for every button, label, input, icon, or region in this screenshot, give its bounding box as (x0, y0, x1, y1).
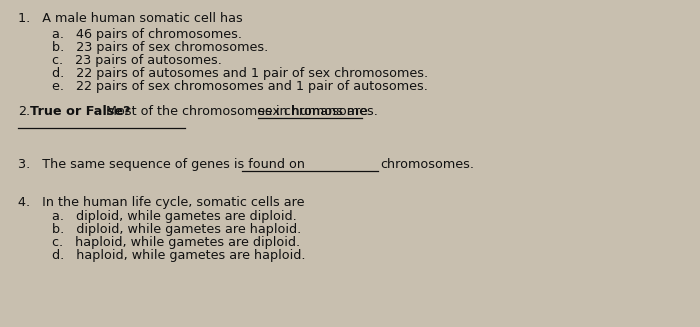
Text: 3.   The same sequence of genes is found on: 3. The same sequence of genes is found o… (18, 158, 309, 171)
Text: 1.   A male human somatic cell has: 1. A male human somatic cell has (18, 12, 243, 25)
Text: a.   46 pairs of chromosomes.: a. 46 pairs of chromosomes. (52, 28, 242, 41)
Text: b.   23 pairs of sex chromosomes.: b. 23 pairs of sex chromosomes. (52, 41, 268, 54)
Text: c.   23 pairs of autosomes.: c. 23 pairs of autosomes. (52, 54, 222, 67)
Text: b.   diploid, while gametes are haploid.: b. diploid, while gametes are haploid. (52, 223, 301, 236)
Text: c.   haploid, while gametes are diploid.: c. haploid, while gametes are diploid. (52, 236, 300, 249)
Text: d.   haploid, while gametes are haploid.: d. haploid, while gametes are haploid. (52, 249, 305, 262)
Text: d.   22 pairs of autosomes and 1 pair of sex chromosomes.: d. 22 pairs of autosomes and 1 pair of s… (52, 67, 428, 80)
Text: True or False?: True or False? (30, 105, 130, 118)
Text: e.   22 pairs of sex chromosomes and 1 pair of autosomes.: e. 22 pairs of sex chromosomes and 1 pai… (52, 80, 428, 93)
Text: a.   diploid, while gametes are diploid.: a. diploid, while gametes are diploid. (52, 210, 297, 223)
Text: 4.   In the human life cycle, somatic cells are: 4. In the human life cycle, somatic cell… (18, 196, 304, 209)
Text: 2.: 2. (18, 105, 30, 118)
Text: chromosomes.: chromosomes. (380, 158, 474, 171)
Text: sex chromosomes.: sex chromosomes. (258, 105, 378, 118)
Text: Most of the chromosomes in humans are: Most of the chromosomes in humans are (98, 105, 372, 118)
